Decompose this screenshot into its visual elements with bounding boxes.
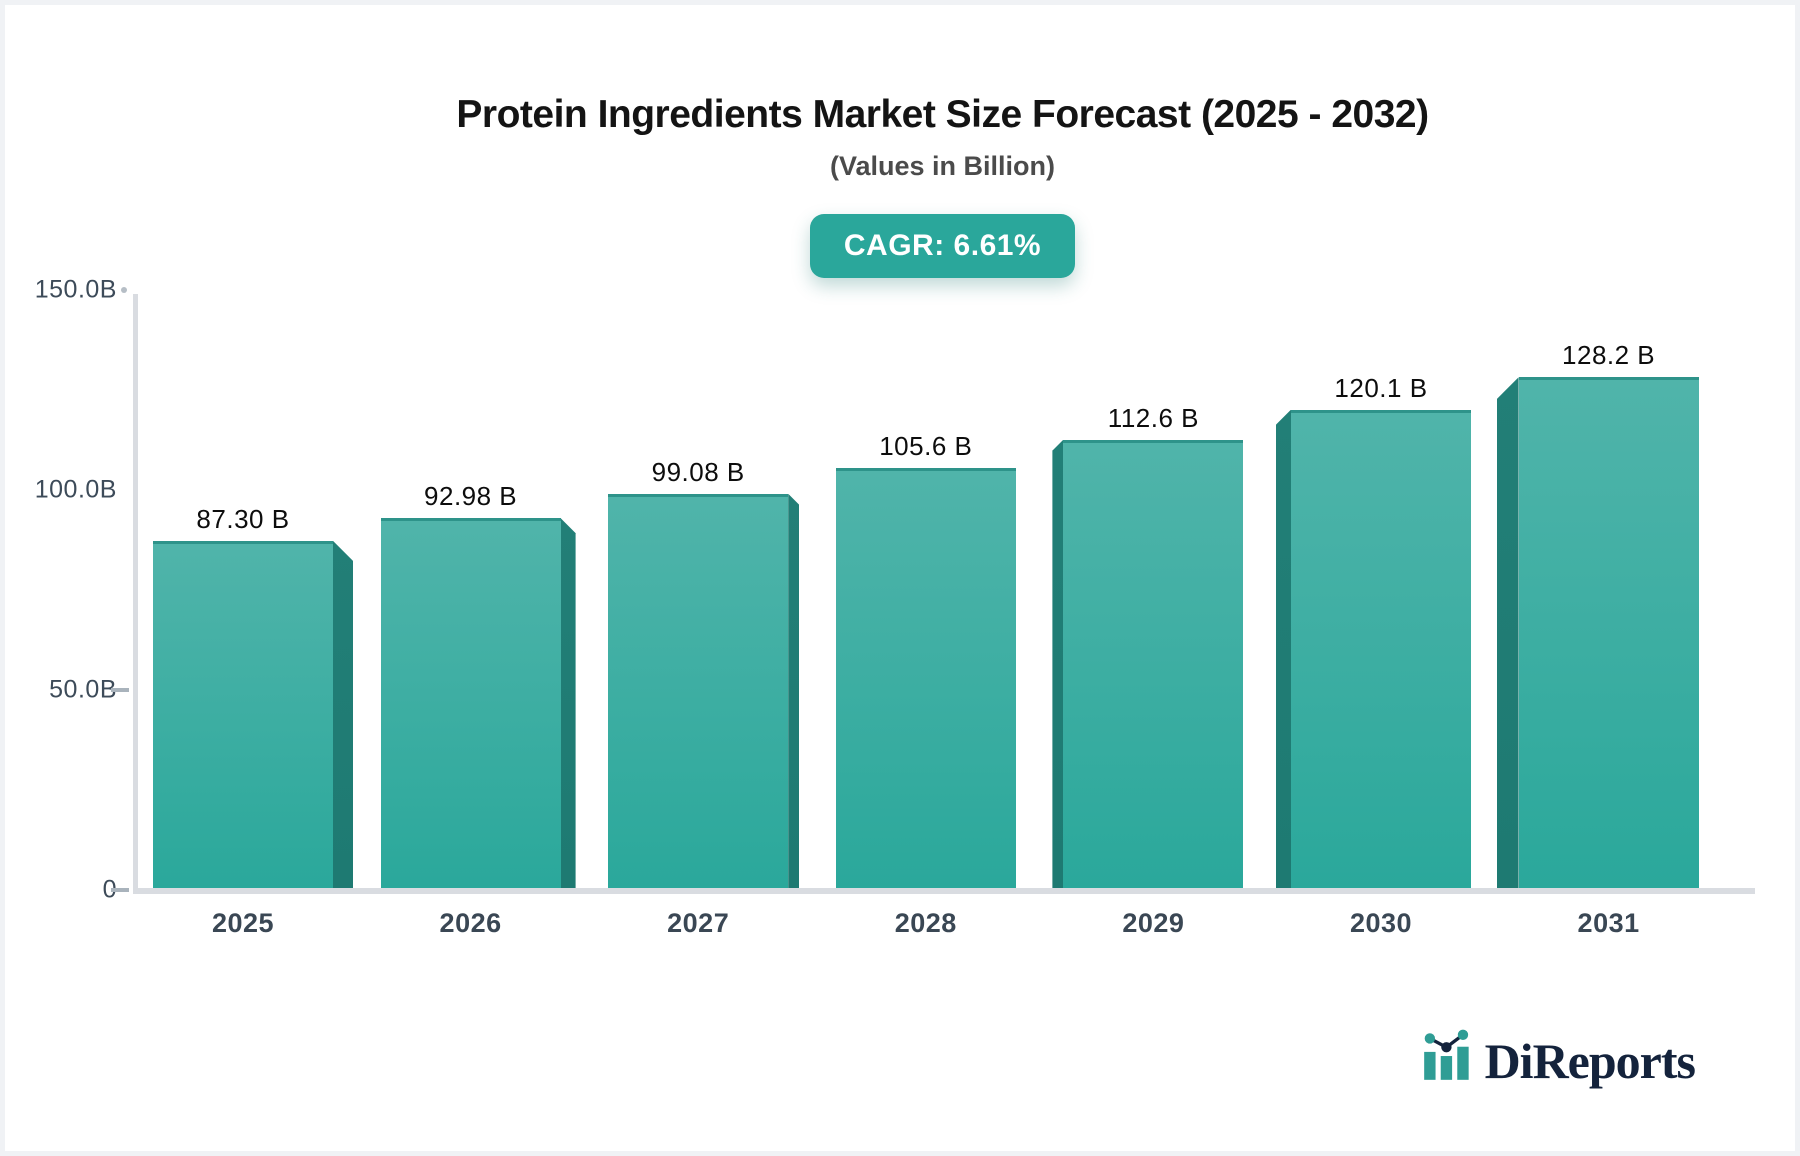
bar-2026: 92.98 B <box>380 481 576 890</box>
bar-2027: 99.08 B <box>608 457 800 890</box>
bar-value-label: 92.98 B <box>424 481 518 512</box>
cagr-badge-label: CAGR: 6.61% <box>843 229 1042 262</box>
y-axis-line <box>133 294 138 892</box>
bar-3d-side <box>560 518 576 890</box>
y-axis-tick-mark <box>121 287 127 293</box>
x-axis-label-2026: 2026 <box>439 908 502 938</box>
plot-area: 150.0B 100.0B 50.0B 0 87.30 B 2025 92.98 B 2026… <box>35 276 1755 938</box>
bar-3d-side <box>1496 377 1519 890</box>
chart-title: Protein Ingredients Market Size Forecast… <box>456 93 1429 136</box>
bar-value-label: 128.2 B <box>1562 340 1656 371</box>
direports-logo-text: DiReports <box>1484 1033 1696 1089</box>
bar-value-label: 99.08 B <box>651 456 745 487</box>
y-axis-tick-mark <box>111 688 129 692</box>
bar-value-label: 87.30 B <box>196 503 290 534</box>
y-axis-tick-mark <box>111 888 129 892</box>
x-axis-label-2027: 2027 <box>667 908 730 938</box>
bar-chart-trend-icon <box>1423 1029 1469 1080</box>
y-axis-tick-label: 150.0B <box>34 275 117 304</box>
bar-2025: 87.30 B <box>153 504 353 890</box>
bar-3d-side <box>1276 409 1291 890</box>
chart-header: Protein Ingredients Market Size Forecast… <box>135 93 1750 278</box>
bar-3d-side <box>333 540 353 890</box>
direports-logo: DiReports <box>1419 1027 1696 1089</box>
bar-2028: 105.6 B <box>835 431 1016 890</box>
x-axis-label-2031: 2031 <box>1577 908 1640 938</box>
x-axis-label-2029: 2029 <box>1122 908 1185 938</box>
x-axis-label-2025: 2025 <box>211 908 275 938</box>
bar-2031: 128.2 B <box>1496 340 1699 890</box>
x-axis-line <box>133 888 1755 894</box>
bar-2030: 120.1 B <box>1276 373 1471 890</box>
chart-subtitle: (Values in Billion) <box>829 151 1056 181</box>
bar-value-label: 120.1 B <box>1334 372 1428 403</box>
bar-2029: 112.6 B <box>1052 403 1244 890</box>
y-axis-tick-label: 100.0B <box>34 475 117 504</box>
x-axis-label-2030: 2030 <box>1349 908 1413 938</box>
bar-value-label: 112.6 B <box>1107 402 1199 433</box>
bar-3d-side <box>788 493 800 890</box>
bar-3d-side <box>1052 439 1064 890</box>
y-axis-tick-label: 0 <box>102 875 117 904</box>
bar-value-label: 105.6 B <box>879 430 973 461</box>
x-axis-label-2028: 2028 <box>894 908 957 938</box>
cagr-badge: CAGR: 6.61% <box>809 214 1076 278</box>
y-axis-tick-label: 50.0B <box>49 675 117 704</box>
